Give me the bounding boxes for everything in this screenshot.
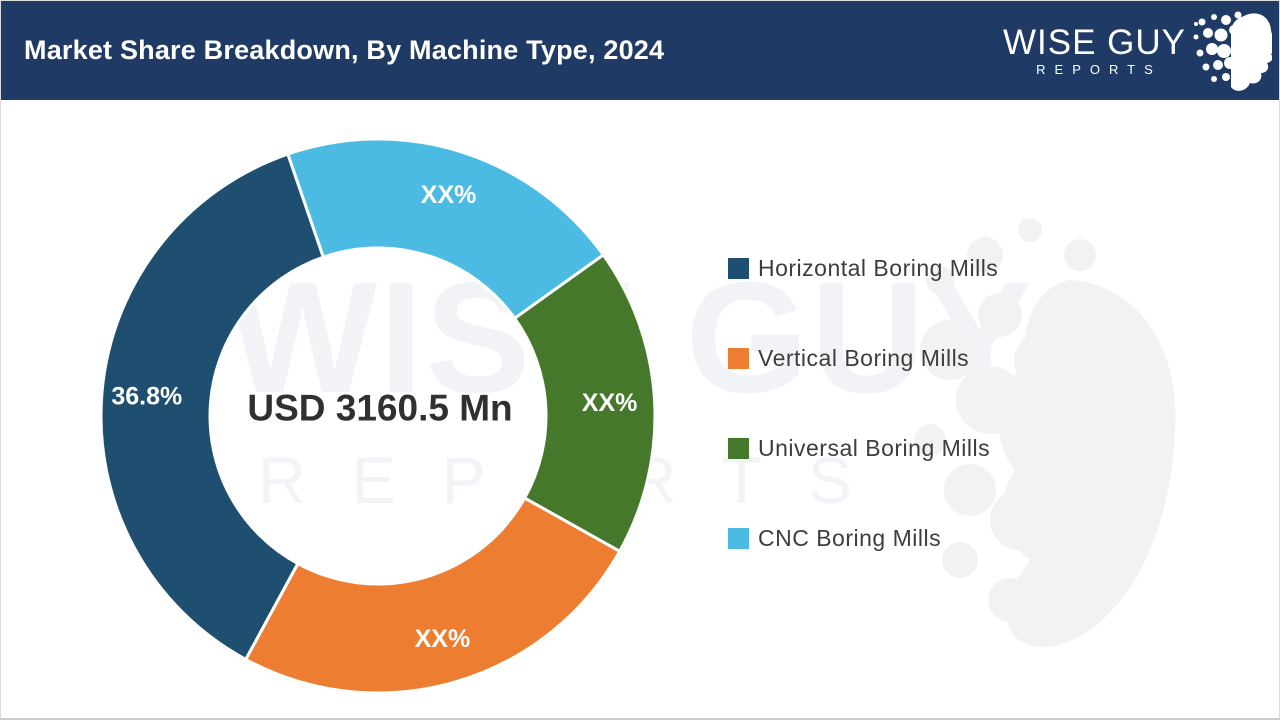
legend-label: Horizontal Boring Mills	[758, 255, 999, 281]
brand-logo: WISE GUY REPORTS	[1003, 6, 1272, 96]
chart-area: WISE GUY REPORTS USD 3160.5 Mn XX%XX%XX%…	[0, 100, 1280, 720]
legend-label: Vertical Boring Mills	[758, 345, 970, 371]
logo-dot	[1194, 22, 1198, 26]
slice-label: 36.8%	[111, 383, 182, 411]
logo-dot	[1196, 49, 1204, 57]
logo-dot	[1231, 41, 1241, 51]
watermark-dot	[942, 542, 978, 578]
donut-slice	[286, 137, 605, 320]
logo-dot	[1240, 36, 1246, 42]
logo-dot	[1217, 44, 1231, 58]
watermark-dot	[956, 366, 1024, 434]
legend-item: Vertical Boring Mills	[728, 345, 998, 371]
donut-center-label: USD 3160.5 Mn	[247, 388, 512, 429]
legend-item: CNC Boring Mills	[728, 525, 998, 551]
logo-dot	[1206, 43, 1218, 55]
legend-item: Universal Boring Mills	[728, 435, 998, 461]
logo-dot	[1221, 15, 1231, 25]
legend-swatch	[728, 528, 749, 549]
logo-dot	[1211, 14, 1217, 20]
watermark-dot	[978, 293, 1022, 337]
logo-dot	[1203, 28, 1213, 38]
watermark-dot	[1030, 410, 1070, 450]
legend-swatch	[728, 258, 749, 279]
logo-dot	[1238, 84, 1244, 90]
donut-slice	[244, 496, 622, 695]
watermark-dot	[967, 237, 1003, 273]
donut-slice	[513, 253, 657, 553]
legend-swatch	[728, 348, 749, 369]
legend: Horizontal Boring Mills Vertical Boring …	[728, 255, 999, 617]
watermark-face-icon	[914, 218, 1176, 647]
legend-item: Horizontal Boring Mills	[728, 255, 999, 281]
logo-dot	[1224, 57, 1236, 69]
header: Market Share Breakdown, By Machine Type,…	[0, 0, 1280, 100]
watermark-dot	[1031, 466, 1059, 494]
logo-dot	[1239, 54, 1247, 62]
legend-label: Universal Boring Mills	[758, 435, 991, 461]
watermark-dot	[1014, 334, 1066, 386]
watermark-dot	[990, 490, 1050, 550]
watermark-dot	[926, 266, 954, 294]
watermark-dot	[1018, 218, 1042, 242]
logo-dot	[1211, 76, 1217, 82]
slice-label: XX%	[415, 625, 471, 653]
donut-chart: USD 3160.5 Mn XX% XX% XX% 36.8%	[99, 137, 657, 695]
logo-dot	[1202, 63, 1210, 71]
logo-dot	[1213, 60, 1223, 70]
logo-wordmark: WISE GUY	[1002, 23, 1186, 62]
logo-dot	[1233, 68, 1243, 78]
watermark-dot	[920, 320, 980, 380]
logo-face-icon	[1193, 11, 1272, 91]
donut-slice	[99, 152, 325, 661]
watermark-dot	[914, 424, 946, 456]
logo-text: WISE GUY REPORTS	[1002, 23, 1186, 78]
watermark-dot	[988, 578, 1032, 622]
legend-label: CNC Boring Mills	[758, 525, 942, 551]
watermark-dot	[1064, 239, 1096, 271]
logo-dot	[1229, 25, 1239, 35]
logo-dot	[1234, 11, 1242, 19]
logo-dot	[1222, 73, 1230, 81]
slice-label: XX%	[421, 181, 477, 209]
logo-dot	[1193, 34, 1199, 40]
page-title: Market Share Breakdown, By Machine Type,…	[24, 34, 665, 65]
logo-subtitle: REPORTS	[1036, 62, 1162, 77]
watermark-dot	[1044, 554, 1076, 586]
logo-dot	[1214, 28, 1228, 42]
legend-swatch	[728, 438, 749, 459]
slice-label: XX%	[582, 389, 638, 417]
logo-dot	[1198, 18, 1206, 26]
watermark-dot	[944, 464, 996, 516]
